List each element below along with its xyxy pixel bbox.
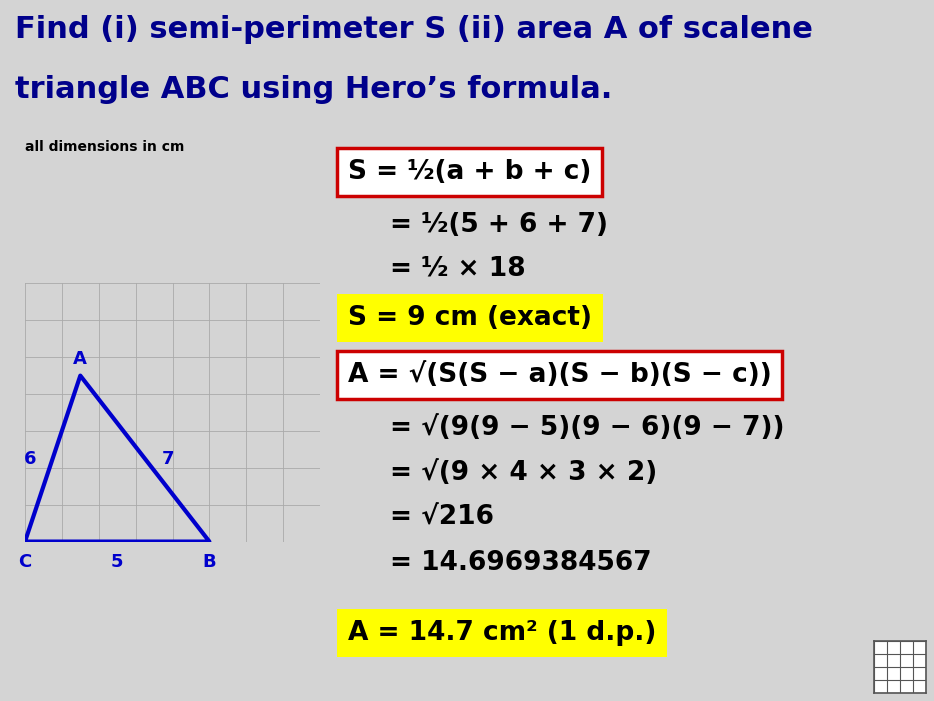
Text: 6: 6 [23, 449, 36, 468]
Text: 7: 7 [162, 449, 174, 468]
Text: A: A [74, 350, 87, 367]
Text: = ½(5 + 6 + 7): = ½(5 + 6 + 7) [390, 212, 608, 238]
Text: 5: 5 [111, 552, 123, 571]
Text: all dimensions in cm: all dimensions in cm [25, 140, 184, 154]
Text: A = 14.7 cm² (1 d.p.): A = 14.7 cm² (1 d.p.) [348, 620, 657, 646]
Text: S = 9 cm (exact): S = 9 cm (exact) [348, 305, 592, 331]
Text: B: B [203, 552, 216, 571]
Text: = 14.6969384567: = 14.6969384567 [390, 550, 652, 576]
Text: A = √(S(S − a)(S − b)(S − c)): A = √(S(S − a)(S − b)(S − c)) [348, 362, 771, 388]
Text: = ½ × 18: = ½ × 18 [390, 255, 526, 281]
Text: C: C [19, 552, 32, 571]
Text: = √(9 × 4 × 3 × 2): = √(9 × 4 × 3 × 2) [390, 460, 658, 486]
Text: = √(9(9 − 5)(9 − 6)(9 − 7)): = √(9(9 − 5)(9 − 6)(9 − 7)) [390, 415, 785, 441]
Text: Find (i) semi-perimeter S (ii) area A of scalene: Find (i) semi-perimeter S (ii) area A of… [15, 15, 813, 44]
Text: = √216: = √216 [390, 505, 494, 531]
Text: triangle ABC using Hero’s formula.: triangle ABC using Hero’s formula. [15, 75, 613, 104]
Text: S = ½(a + b + c): S = ½(a + b + c) [348, 159, 591, 185]
